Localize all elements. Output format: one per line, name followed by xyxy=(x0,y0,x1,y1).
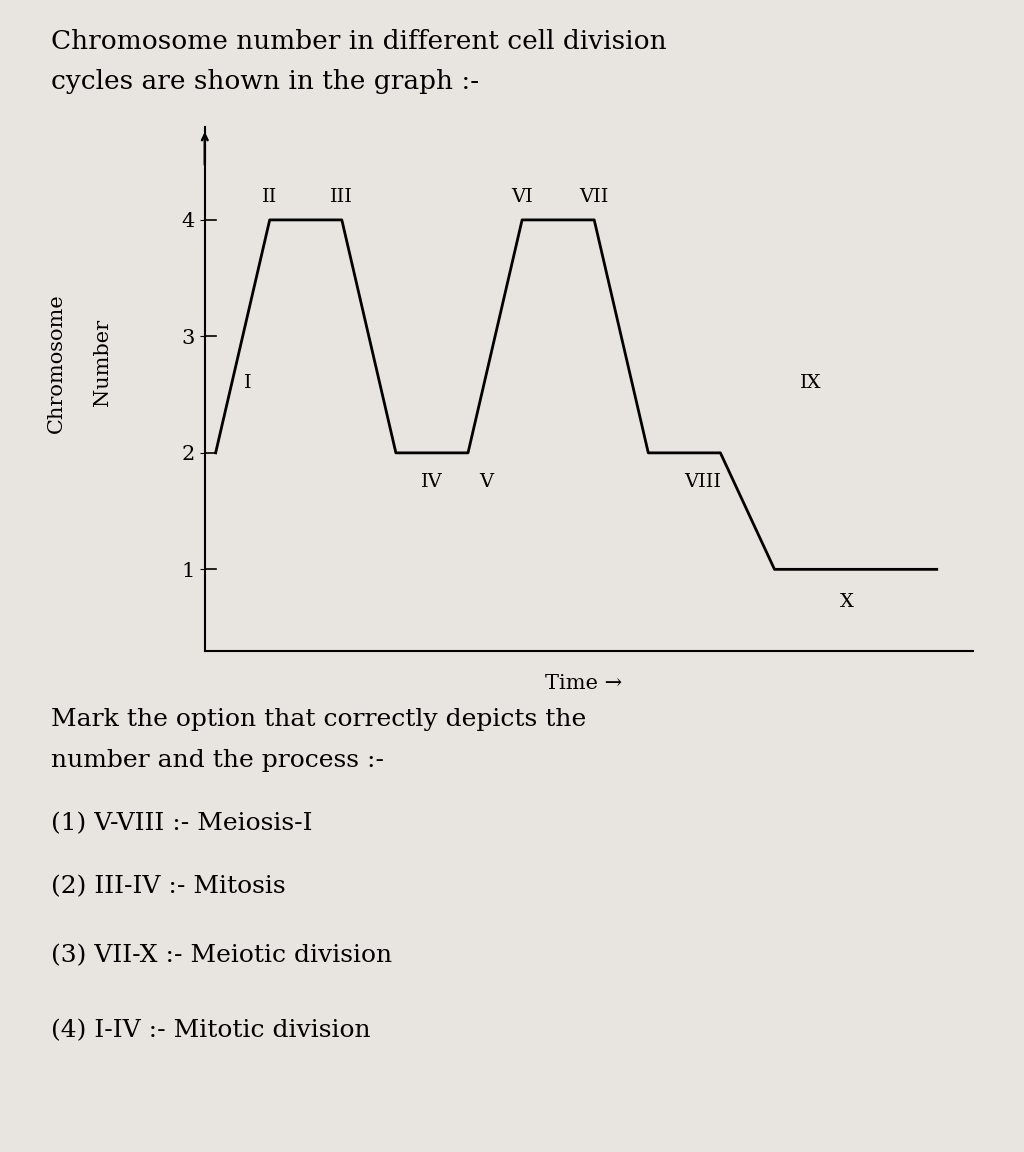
Text: VI: VI xyxy=(511,188,532,205)
Text: I: I xyxy=(245,374,252,392)
Text: (1) V-VIII :- Meiosis-I: (1) V-VIII :- Meiosis-I xyxy=(51,812,312,835)
Text: VII: VII xyxy=(580,188,609,205)
Text: V: V xyxy=(479,473,494,491)
Text: IV: IV xyxy=(421,473,442,491)
Text: Time →: Time → xyxy=(545,674,623,692)
Text: X: X xyxy=(840,593,854,611)
Text: VIII: VIII xyxy=(684,473,721,491)
Text: Chromosome: Chromosome xyxy=(47,293,66,433)
Text: cycles are shown in the graph :-: cycles are shown in the graph :- xyxy=(51,69,479,94)
Text: Number: Number xyxy=(93,319,112,407)
Text: (4) I-IV :- Mitotic division: (4) I-IV :- Mitotic division xyxy=(51,1020,371,1043)
Text: Mark the option that correctly depicts the: Mark the option that correctly depicts t… xyxy=(51,708,587,732)
Text: (3) VII-X :- Meiotic division: (3) VII-X :- Meiotic division xyxy=(51,945,392,968)
Text: III: III xyxy=(331,188,353,205)
Text: number and the process :-: number and the process :- xyxy=(51,749,384,772)
Text: II: II xyxy=(262,188,278,205)
Text: Chromosome number in different cell division: Chromosome number in different cell divi… xyxy=(51,29,667,54)
Text: (2) III-IV :- Mitosis: (2) III-IV :- Mitosis xyxy=(51,876,286,899)
Text: IX: IX xyxy=(800,374,821,392)
